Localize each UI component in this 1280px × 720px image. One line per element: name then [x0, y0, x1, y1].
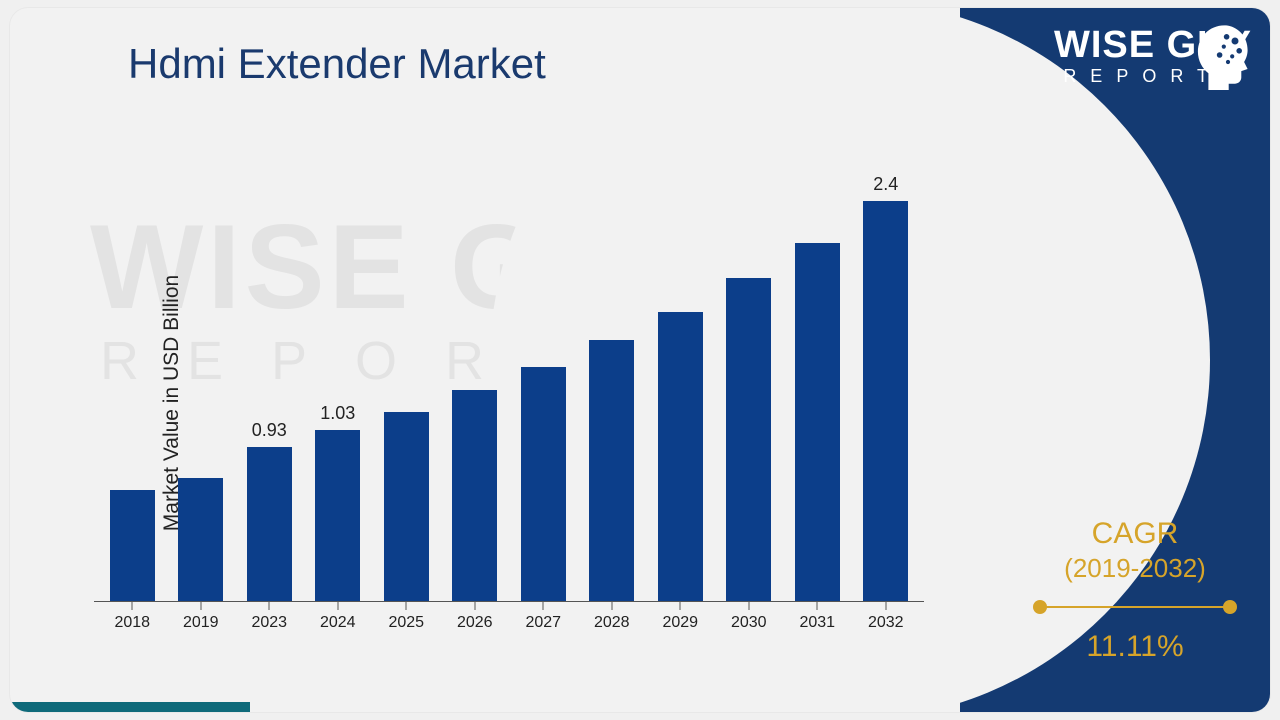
bar: 0.93 — [247, 447, 292, 602]
x-tick — [337, 602, 338, 610]
x-axis-label: 2032 — [868, 614, 904, 632]
brand-logo: WISE GUY REPORTS — [982, 26, 1252, 87]
x-axis-label: 2019 — [183, 614, 219, 632]
bar: 1.03 — [315, 430, 360, 602]
x-axis-label: 2029 — [662, 614, 698, 632]
bar-slot: 1.032024 — [304, 168, 373, 602]
cagr-range: (2019-2032) — [1000, 553, 1270, 584]
bar-slot: 2018 — [98, 168, 167, 602]
bar-value-label: 0.93 — [252, 420, 287, 441]
bar-slot: 2027 — [509, 168, 578, 602]
x-axis-label: 2026 — [457, 614, 493, 632]
bar-slot: 2028 — [578, 168, 647, 602]
cagr-divider — [1040, 606, 1230, 608]
bar — [110, 490, 155, 602]
x-axis-line — [94, 601, 924, 602]
x-axis-label: 2028 — [594, 614, 630, 632]
bar-value-label: 2.4 — [873, 174, 898, 195]
x-tick — [474, 602, 475, 610]
x-axis-label: 2025 — [388, 614, 424, 632]
cagr-block: CAGR (2019-2032) 11.11% — [1000, 517, 1270, 664]
x-axis-label: 2030 — [731, 614, 767, 632]
bar-slot: 2026 — [441, 168, 510, 602]
x-tick — [543, 602, 544, 610]
bar-chart: Market Value in USD Billion 201820190.93… — [54, 168, 924, 638]
chart-title: Hdmi Extender Market — [128, 40, 546, 88]
x-axis-label: 2023 — [251, 614, 287, 632]
x-tick — [817, 602, 818, 610]
cagr-label: CAGR — [1000, 517, 1270, 551]
bar — [589, 340, 634, 602]
x-tick — [680, 602, 681, 610]
cagr-value: 11.11% — [1000, 630, 1270, 664]
x-tick — [748, 602, 749, 610]
x-axis-label: 2027 — [525, 614, 561, 632]
bar-value-label: 1.03 — [320, 403, 355, 424]
bar-slot: 2031 — [783, 168, 852, 602]
plot-area: 201820190.9320231.0320242025202620272028… — [94, 168, 924, 602]
bar-slot: 2030 — [715, 168, 784, 602]
bar — [384, 412, 429, 602]
x-tick — [406, 602, 407, 610]
bar-slot: 2025 — [372, 168, 441, 602]
bar-slot: 2019 — [167, 168, 236, 602]
bar — [521, 367, 566, 602]
x-tick — [132, 602, 133, 610]
bar-slot: 2029 — [646, 168, 715, 602]
bar — [178, 478, 223, 602]
x-axis-label: 2018 — [114, 614, 150, 632]
x-axis-label: 2031 — [799, 614, 835, 632]
x-tick — [885, 602, 886, 610]
x-axis-label: 2024 — [320, 614, 356, 632]
bars-container: 201820190.9320231.0320242025202620272028… — [94, 168, 924, 602]
x-tick — [200, 602, 201, 610]
brand-head-icon — [1186, 20, 1256, 90]
bar — [658, 312, 703, 602]
bar: 2.4 — [863, 201, 908, 602]
bar — [452, 390, 497, 602]
x-tick — [611, 602, 612, 610]
x-tick — [269, 602, 270, 610]
bar — [795, 243, 840, 602]
bar — [726, 278, 771, 602]
footer-accent-bar — [10, 702, 250, 712]
bar-slot: 2.42032 — [852, 168, 921, 602]
side-panel: WISE GUY REPORTS CAGR (2019-2032) 11.11% — [960, 8, 1270, 712]
report-card: WISE GUY REPORTS Hdmi Extender Market — [10, 8, 1270, 712]
bar-slot: 0.932023 — [235, 168, 304, 602]
